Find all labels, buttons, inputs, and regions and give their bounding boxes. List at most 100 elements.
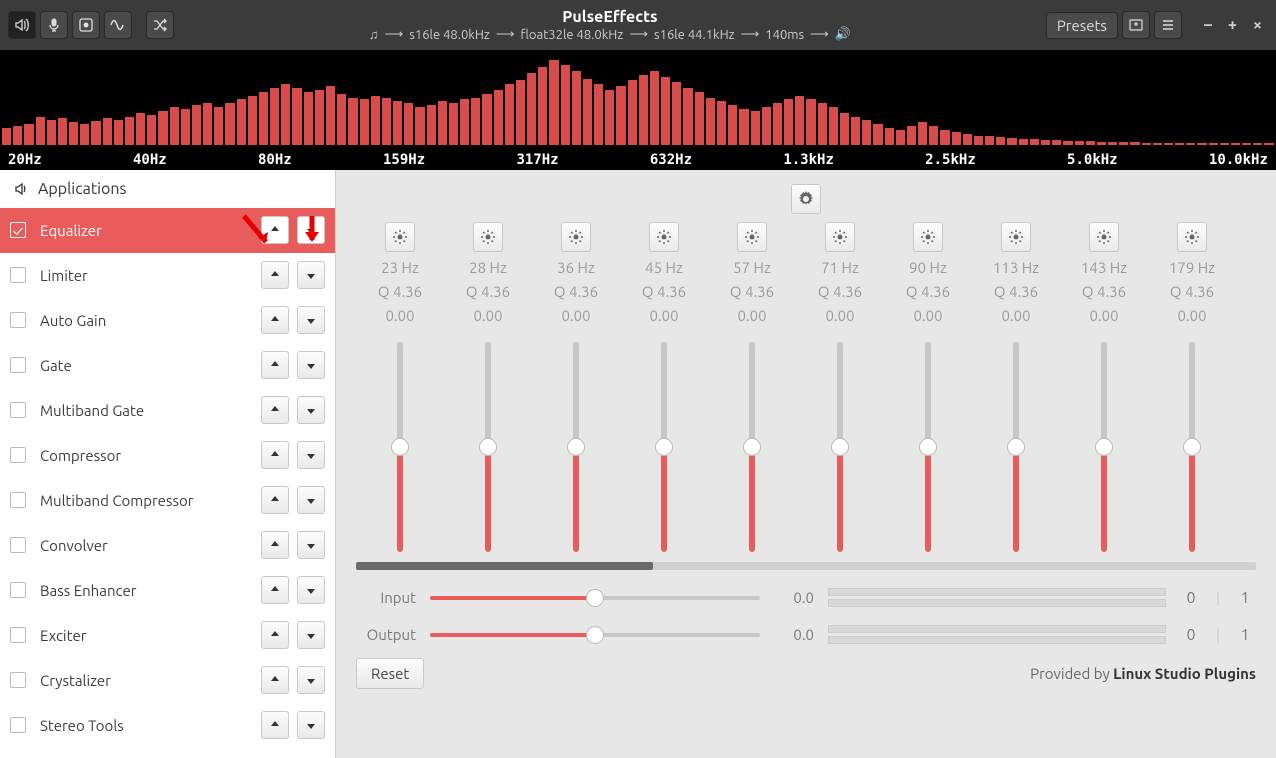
move-up-button[interactable]: [261, 576, 289, 604]
sidebar-item-multiband-compressor[interactable]: Multiband Compressor: [0, 478, 335, 523]
band-slider[interactable]: [397, 342, 403, 552]
move-down-button[interactable]: [297, 396, 325, 424]
move-up-button[interactable]: [261, 351, 289, 379]
band-handle[interactable]: [1007, 438, 1025, 456]
band-settings-button[interactable]: [385, 222, 415, 252]
sidebar-item-limiter[interactable]: Limiter: [0, 253, 335, 298]
move-up-button[interactable]: [261, 711, 289, 739]
waveform-icon[interactable]: [104, 11, 132, 39]
band-slider[interactable]: [1101, 342, 1107, 552]
sidebar-item-stereo-tools[interactable]: Stereo Tools: [0, 703, 335, 748]
band-settings-button[interactable]: [1089, 222, 1119, 252]
band-settings-button[interactable]: [1001, 222, 1031, 252]
band-slider[interactable]: [1013, 342, 1019, 552]
band-settings-button[interactable]: [825, 222, 855, 252]
move-down-button[interactable]: [297, 711, 325, 739]
move-down-button[interactable]: [297, 261, 325, 289]
sidebar-header[interactable]: Applications: [0, 170, 335, 208]
close-button[interactable]: ×: [1247, 16, 1268, 34]
band-handle[interactable]: [919, 438, 937, 456]
output-slider[interactable]: [430, 633, 760, 637]
move-down-button[interactable]: [297, 531, 325, 559]
effect-checkbox[interactable]: [10, 447, 26, 463]
slider-handle[interactable]: [586, 626, 604, 644]
band-slider[interactable]: [573, 342, 579, 552]
presets-button[interactable]: Presets: [1046, 12, 1118, 39]
move-up-button[interactable]: [261, 216, 289, 244]
effect-checkbox[interactable]: [10, 402, 26, 418]
band-settings-button[interactable]: [561, 222, 591, 252]
band-slider[interactable]: [485, 342, 491, 552]
move-down-button[interactable]: [297, 216, 325, 244]
move-up-button[interactable]: [261, 396, 289, 424]
preset-load-icon[interactable]: [1122, 11, 1150, 39]
effect-checkbox[interactable]: [10, 672, 26, 688]
move-down-button[interactable]: [297, 621, 325, 649]
input-slider[interactable]: [430, 596, 760, 600]
band-slider[interactable]: [749, 342, 755, 552]
sidebar-item-crystalizer[interactable]: Crystalizer: [0, 658, 335, 703]
effect-checkbox[interactable]: [10, 582, 26, 598]
band-handle[interactable]: [743, 438, 761, 456]
move-up-button[interactable]: [261, 306, 289, 334]
band-settings-button[interactable]: [649, 222, 679, 252]
move-up-button[interactable]: [261, 531, 289, 559]
band-settings-button[interactable]: [737, 222, 767, 252]
effect-checkbox[interactable]: [10, 267, 26, 283]
move-down-button[interactable]: [297, 441, 325, 469]
band-slider[interactable]: [661, 342, 667, 552]
move-up-button[interactable]: [261, 261, 289, 289]
sidebar-item-gate[interactable]: Gate: [0, 343, 335, 388]
effect-checkbox[interactable]: [10, 357, 26, 373]
effect-checkbox[interactable]: ✓: [10, 222, 26, 238]
band-handle[interactable]: [391, 438, 409, 456]
move-down-button[interactable]: [297, 486, 325, 514]
move-up-button[interactable]: [261, 666, 289, 694]
effect-checkbox[interactable]: [10, 537, 26, 553]
sidebar-item-exciter[interactable]: Exciter: [0, 613, 335, 658]
sidebar-item-equalizer[interactable]: ✓Equalizer: [0, 208, 335, 253]
band-settings-button[interactable]: [1177, 222, 1207, 252]
band-handle[interactable]: [567, 438, 585, 456]
slider-handle[interactable]: [586, 589, 604, 607]
move-up-button[interactable]: [261, 441, 289, 469]
effect-checkbox[interactable]: [10, 627, 26, 643]
band-slider[interactable]: [1189, 342, 1195, 552]
band-handle[interactable]: [831, 438, 849, 456]
bands-scroll-thumb[interactable]: [356, 562, 653, 570]
effect-checkbox[interactable]: [10, 492, 26, 508]
shuffle-icon[interactable]: [146, 11, 174, 39]
sidebar-item-bass-enhancer[interactable]: Bass Enhancer: [0, 568, 335, 613]
move-down-button[interactable]: [297, 666, 325, 694]
speaker-toggle[interactable]: [8, 11, 36, 39]
pulse-icon[interactable]: [72, 11, 100, 39]
eq-band: 71 HzQ 4.360.00: [796, 222, 884, 552]
move-down-button[interactable]: [297, 351, 325, 379]
move-down-button[interactable]: [297, 306, 325, 334]
sidebar-item-multiband-gate[interactable]: Multiband Gate: [0, 388, 335, 433]
move-up-button[interactable]: [261, 621, 289, 649]
move-down-button[interactable]: [297, 576, 325, 604]
band-settings-button[interactable]: [913, 222, 943, 252]
menu-icon[interactable]: [1154, 11, 1182, 39]
band-handle[interactable]: [479, 438, 497, 456]
speaker-icon: [14, 181, 30, 197]
mic-toggle[interactable]: [40, 11, 68, 39]
sidebar-item-convolver[interactable]: Convolver: [0, 523, 335, 568]
band-handle[interactable]: [1095, 438, 1113, 456]
sidebar-item-compressor[interactable]: Compressor: [0, 433, 335, 478]
eq-settings-button[interactable]: [791, 184, 821, 214]
band-settings-button[interactable]: [473, 222, 503, 252]
sidebar-item-auto-gain[interactable]: Auto Gain: [0, 298, 335, 343]
minimize-button[interactable]: –: [1198, 16, 1218, 34]
band-handle[interactable]: [655, 438, 673, 456]
move-up-button[interactable]: [261, 486, 289, 514]
effect-checkbox[interactable]: [10, 717, 26, 733]
reset-button[interactable]: Reset: [356, 658, 424, 689]
maximize-button[interactable]: +: [1222, 16, 1243, 34]
effect-checkbox[interactable]: [10, 312, 26, 328]
band-handle[interactable]: [1183, 438, 1201, 456]
band-slider[interactable]: [837, 342, 843, 552]
bands-scrollbar[interactable]: [356, 562, 1256, 570]
band-slider[interactable]: [925, 342, 931, 552]
